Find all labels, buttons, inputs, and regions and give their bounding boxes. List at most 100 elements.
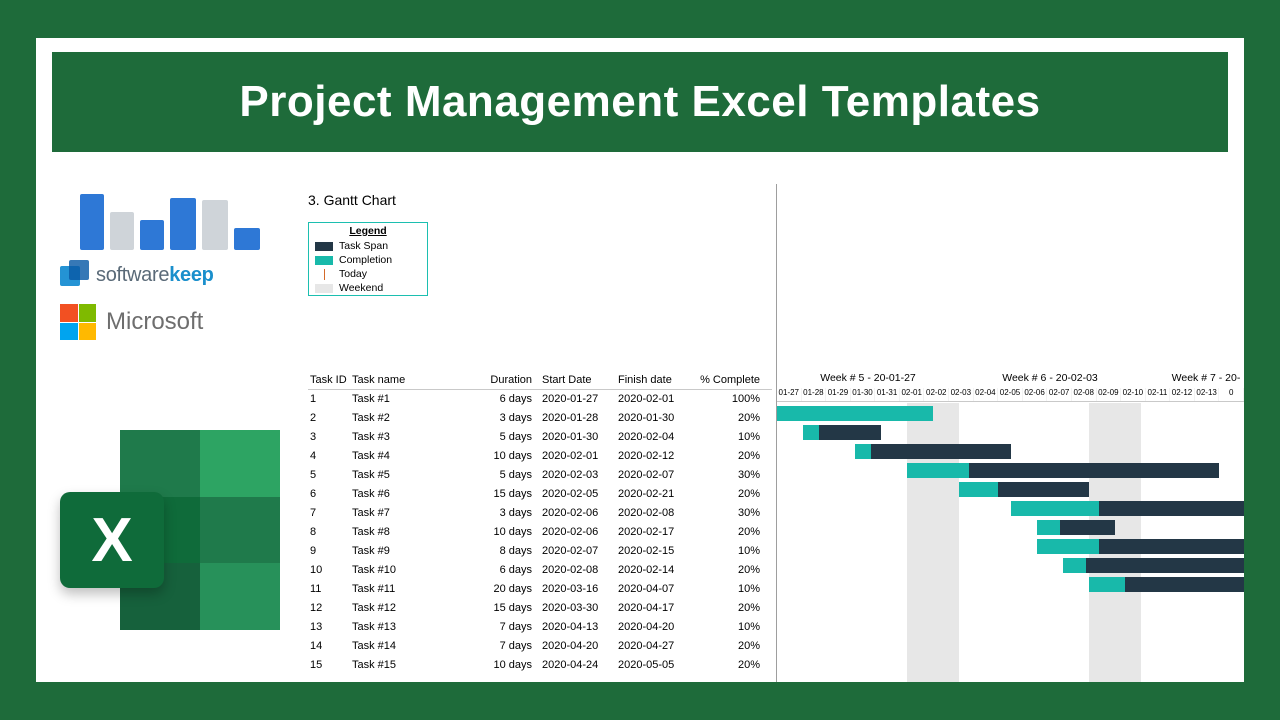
table-cell: 20% bbox=[694, 447, 766, 466]
gantt-legend: Legend Task SpanCompletionTodayWeekend bbox=[308, 222, 428, 296]
excel-badge-icon: X bbox=[60, 492, 164, 588]
table-cell: 20% bbox=[694, 523, 766, 542]
softwarekeep-mark-icon bbox=[60, 260, 90, 290]
gantt-bar-completion bbox=[803, 425, 819, 440]
table-cell: 10 bbox=[308, 561, 352, 580]
table-cell: 3 bbox=[308, 428, 352, 447]
gantt-bar-completion bbox=[777, 406, 933, 421]
table-cell: 7 bbox=[308, 504, 352, 523]
col-header-id: Task ID bbox=[308, 374, 352, 386]
table-cell: 5 bbox=[308, 466, 352, 485]
col-header-pct: % Complete bbox=[694, 374, 766, 386]
table-cell: 20% bbox=[694, 599, 766, 618]
legend-swatch-icon bbox=[315, 242, 333, 251]
table-cell: 12 bbox=[308, 599, 352, 618]
gantt-bar-completion bbox=[907, 463, 969, 478]
table-cell: Task #10 bbox=[352, 561, 470, 580]
table-row: 1Task #16 days2020-01-272020-02-01100% bbox=[308, 390, 772, 409]
legend-item: Completion bbox=[309, 253, 427, 267]
table-cell: 20% bbox=[694, 409, 766, 428]
table-cell: Task #5 bbox=[352, 466, 470, 485]
bar-icon-bar bbox=[170, 198, 196, 250]
gantt-chart: Week # 5 - 20-01-27Week # 6 - 20-02-03We… bbox=[776, 184, 1244, 682]
gantt-task-table: Task ID Task name Duration Start Date Fi… bbox=[308, 374, 772, 675]
table-row: 10Task #106 days2020-02-082020-02-1420% bbox=[308, 561, 772, 580]
day-header: 02-01 bbox=[900, 388, 925, 401]
table-header-row: Task ID Task name Duration Start Date Fi… bbox=[308, 374, 772, 390]
table-cell: Task #4 bbox=[352, 447, 470, 466]
legend-label: Task Span bbox=[339, 240, 388, 252]
gantt-bar-span bbox=[855, 444, 1011, 459]
table-cell: 2020-02-07 bbox=[618, 466, 694, 485]
table-cell: 1 bbox=[308, 390, 352, 409]
table-cell: 100% bbox=[694, 390, 766, 409]
gantt-bar bbox=[1037, 539, 1244, 554]
table-cell: 10 days bbox=[470, 656, 542, 675]
gantt-bar-completion bbox=[1063, 558, 1086, 573]
table-cell: 2020-05-05 bbox=[618, 656, 694, 675]
table-cell: Task #6 bbox=[352, 485, 470, 504]
day-header: 0 bbox=[1219, 388, 1244, 401]
table-row: 6Task #615 days2020-02-052020-02-2120% bbox=[308, 485, 772, 504]
table-cell: 5 days bbox=[470, 466, 542, 485]
excel-cell bbox=[120, 430, 200, 497]
table-cell: 15 days bbox=[470, 599, 542, 618]
day-header: 02-07 bbox=[1047, 388, 1072, 401]
gantt-bar bbox=[1063, 558, 1244, 573]
table-cell: 10% bbox=[694, 580, 766, 599]
table-cell: 20% bbox=[694, 485, 766, 504]
table-cell: 7 days bbox=[470, 637, 542, 656]
table-row: 11Task #1120 days2020-03-162020-04-0710% bbox=[308, 580, 772, 599]
ms-tile bbox=[60, 304, 78, 322]
legend-item: Task Span bbox=[309, 239, 427, 253]
table-cell: 6 days bbox=[470, 390, 542, 409]
gantt-bar bbox=[907, 463, 1219, 478]
table-row: 14Task #147 days2020-04-202020-04-2720% bbox=[308, 637, 772, 656]
day-header: 02-05 bbox=[998, 388, 1023, 401]
legend-item: Weekend bbox=[309, 281, 427, 295]
table-row: 3Task #35 days2020-01-302020-02-0410% bbox=[308, 428, 772, 447]
legend-swatch-icon bbox=[315, 256, 333, 265]
softwarekeep-prefix: software bbox=[96, 264, 169, 286]
excel-letter: X bbox=[91, 505, 132, 576]
table-cell: 2020-02-08 bbox=[618, 504, 694, 523]
legend-item: Today bbox=[309, 267, 427, 281]
table-cell: Task #13 bbox=[352, 618, 470, 637]
table-row: 12Task #1215 days2020-03-302020-04-1720% bbox=[308, 599, 772, 618]
table-cell: Task #9 bbox=[352, 542, 470, 561]
microsoft-logo: Microsoft bbox=[60, 304, 290, 340]
bar-icon-bar bbox=[234, 228, 260, 250]
table-row: 15Task #1510 days2020-04-242020-05-0520% bbox=[308, 656, 772, 675]
day-header: 01-27 bbox=[777, 388, 802, 401]
gantt-bar-span bbox=[1063, 558, 1244, 573]
day-header: 02-06 bbox=[1023, 388, 1048, 401]
table-cell: Task #7 bbox=[352, 504, 470, 523]
table-cell: Task #11 bbox=[352, 580, 470, 599]
table-cell: 11 bbox=[308, 580, 352, 599]
excel-cell bbox=[200, 497, 280, 564]
left-logo-column: softwarekeep Microsoft bbox=[60, 180, 290, 340]
table-cell: 2020-02-07 bbox=[542, 542, 618, 561]
col-header-start: Start Date bbox=[542, 374, 618, 386]
gantt-bar-completion bbox=[1037, 539, 1099, 554]
gantt-day-headers: 01-2701-2801-2901-3001-3102-0102-0202-03… bbox=[777, 388, 1244, 402]
table-cell: 6 bbox=[308, 485, 352, 504]
table-cell: 2020-04-20 bbox=[542, 637, 618, 656]
table-cell: 2020-02-01 bbox=[542, 447, 618, 466]
table-cell: 30% bbox=[694, 504, 766, 523]
table-cell: 10% bbox=[694, 542, 766, 561]
legend-line-icon bbox=[315, 269, 333, 280]
bar-icon-bar bbox=[80, 194, 104, 250]
table-cell: 2020-02-21 bbox=[618, 485, 694, 504]
day-header: 02-03 bbox=[949, 388, 974, 401]
gantt-bar-completion bbox=[959, 482, 998, 497]
legend-label: Weekend bbox=[339, 282, 383, 294]
day-header: 02-10 bbox=[1121, 388, 1146, 401]
table-cell: 2020-01-28 bbox=[542, 409, 618, 428]
gantt-bar bbox=[803, 425, 881, 440]
gantt-bar-completion bbox=[1089, 577, 1125, 592]
table-cell: 10% bbox=[694, 618, 766, 637]
table-cell: 2020-03-16 bbox=[542, 580, 618, 599]
bar-icon-bar bbox=[110, 212, 134, 250]
table-cell: 2020-02-05 bbox=[542, 485, 618, 504]
